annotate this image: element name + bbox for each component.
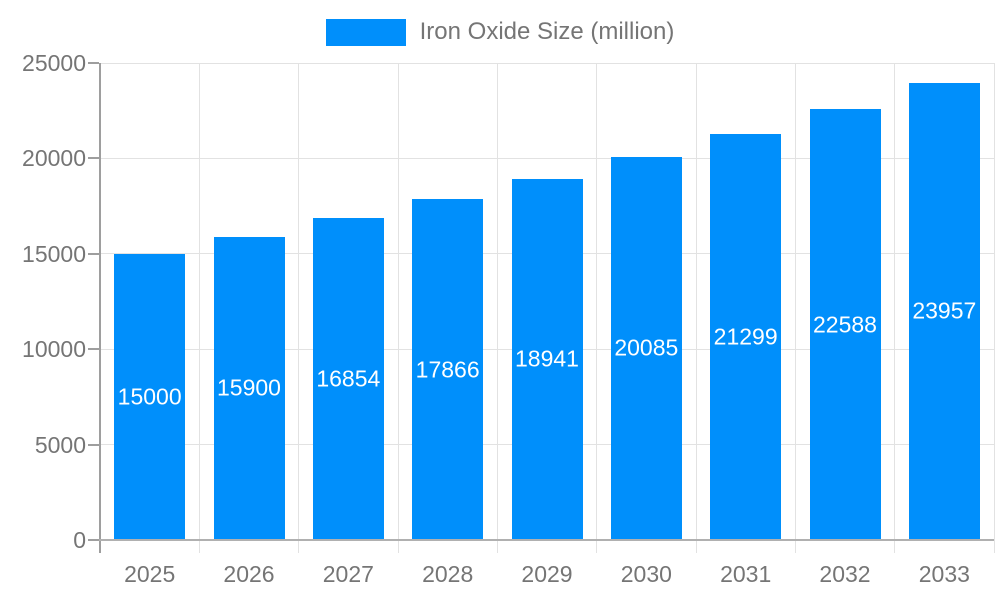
y-axis-label: 0 (73, 527, 86, 553)
bar-2026[interactable] (213, 236, 285, 539)
x-gridline (298, 63, 300, 553)
y-axis-label: 25000 (22, 50, 86, 76)
x-axis-label: 2025 (124, 561, 176, 587)
x-axis-label: 2031 (720, 561, 772, 587)
x-axis-label: 2032 (819, 561, 871, 587)
bar-2030[interactable] (610, 156, 682, 539)
x-axis-label: 2028 (422, 561, 474, 587)
x-gridline (496, 63, 498, 553)
y-axis-tick (88, 539, 99, 541)
x-axis-label: 2029 (521, 561, 573, 587)
bar-2033[interactable] (908, 82, 980, 539)
legend-label: Iron Oxide Size (million) (419, 18, 675, 45)
x-gridline (993, 63, 995, 553)
y-axis-label: 15000 (22, 240, 86, 267)
y-axis-tick (88, 443, 99, 446)
x-axis-line (99, 539, 994, 541)
y-axis-label: 5000 (34, 431, 86, 458)
bar-2031[interactable] (710, 133, 782, 539)
y-axis-tick (88, 252, 99, 255)
bar-2028[interactable] (412, 199, 484, 539)
x-gridline (596, 63, 598, 553)
y-axis-label: 10000 (22, 336, 86, 363)
bar-2032[interactable] (809, 109, 881, 539)
x-gridline (695, 63, 697, 553)
x-gridline (794, 63, 796, 553)
y-axis-line (98, 63, 101, 553)
y-gridline (100, 62, 994, 64)
bar-2025[interactable] (114, 253, 186, 539)
x-axis-label: 2027 (322, 561, 374, 587)
bar-2029[interactable] (511, 178, 583, 539)
x-axis-label: 2030 (620, 561, 672, 587)
y-axis-tick (88, 62, 99, 64)
bar-2027[interactable] (312, 218, 384, 539)
y-gridline (100, 157, 994, 159)
legend: Iron Oxide Size (million) (0, 18, 1000, 46)
x-gridline (198, 63, 200, 553)
legend-item-iron-oxide-size[interactable]: Iron Oxide Size (million) (325, 18, 675, 46)
y-axis-tick (88, 348, 99, 351)
legend-swatch-icon (325, 18, 406, 46)
x-axis-label: 2026 (223, 561, 275, 587)
y-axis-label: 20000 (22, 145, 86, 172)
y-axis-tick (88, 157, 99, 160)
x-axis-label: 2033 (918, 561, 970, 587)
x-gridline (397, 63, 399, 553)
x-gridline (894, 63, 896, 553)
